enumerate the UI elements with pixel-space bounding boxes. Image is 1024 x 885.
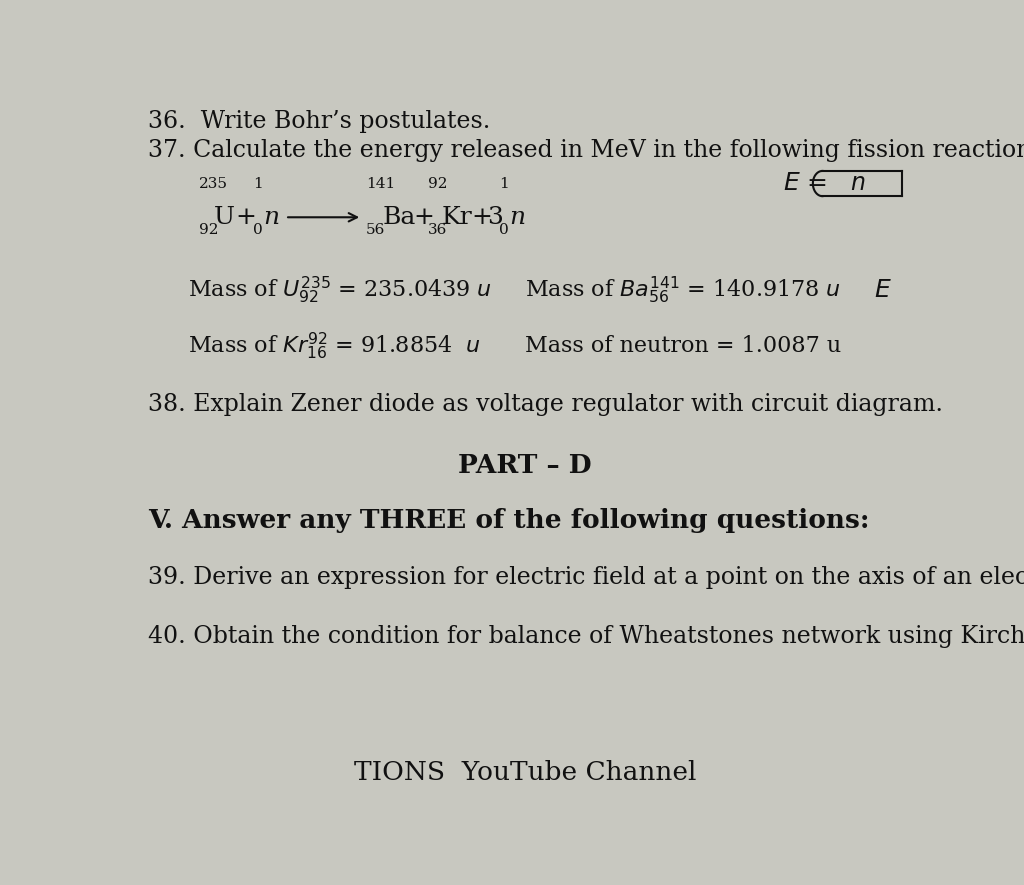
Text: U: U	[214, 206, 234, 229]
Text: Mass of neutron = 1.0087 u: Mass of neutron = 1.0087 u	[524, 335, 841, 357]
Text: n: n	[509, 206, 525, 229]
Text: Ba: Ba	[383, 206, 416, 229]
Text: 0: 0	[253, 223, 263, 236]
Text: Mass of $U_{92}^{235}$ = 235.0439 $u$: Mass of $U_{92}^{235}$ = 235.0439 $u$	[187, 274, 492, 306]
Text: 38. Explain Zener diode as voltage regulator with circuit diagram.: 38. Explain Zener diode as voltage regul…	[147, 393, 943, 416]
Text: 37. Calculate the energy released in MeV in the following fission reaction.: 37. Calculate the energy released in MeV…	[147, 139, 1024, 162]
Text: 92: 92	[428, 177, 447, 191]
Text: 1: 1	[500, 177, 509, 191]
Text: +: +	[414, 206, 434, 229]
Text: 39. Derive an expression for electric field at a point on the axis of an electr: 39. Derive an expression for electric fi…	[147, 566, 1024, 589]
Text: 56: 56	[367, 223, 385, 236]
Text: 235: 235	[200, 177, 228, 191]
Text: 3: 3	[486, 206, 503, 229]
Text: $E$ =: $E$ =	[782, 172, 826, 195]
Text: Mass of $Kr_{16}^{92}$ = 91.8854  $u$: Mass of $Kr_{16}^{92}$ = 91.8854 $u$	[187, 330, 480, 362]
Text: V. Answer any THREE of the following questions:: V. Answer any THREE of the following que…	[147, 508, 869, 533]
Text: 1: 1	[253, 177, 263, 191]
Text: Kr: Kr	[441, 206, 472, 229]
Text: 40. Obtain the condition for balance of Wheatstones network using Kirchh: 40. Obtain the condition for balance of …	[147, 625, 1024, 648]
Text: TIONS  YouTube Channel: TIONS YouTube Channel	[353, 760, 696, 785]
Text: +: +	[236, 206, 256, 229]
Text: $E$: $E$	[873, 279, 892, 302]
Text: Mass of $Ba_{56}^{141}$ = 140.9178 $u$: Mass of $Ba_{56}^{141}$ = 140.9178 $u$	[524, 274, 841, 306]
Text: 0: 0	[500, 223, 509, 236]
Text: 36.  Write Bohr’s postulates.: 36. Write Bohr’s postulates.	[147, 110, 490, 133]
Text: 36: 36	[428, 223, 447, 236]
Text: +: +	[472, 206, 493, 229]
Text: 92: 92	[200, 223, 219, 236]
Text: n: n	[263, 206, 279, 229]
Text: 141: 141	[367, 177, 395, 191]
Text: PART – D: PART – D	[458, 453, 592, 478]
Text: $n$: $n$	[850, 172, 865, 195]
